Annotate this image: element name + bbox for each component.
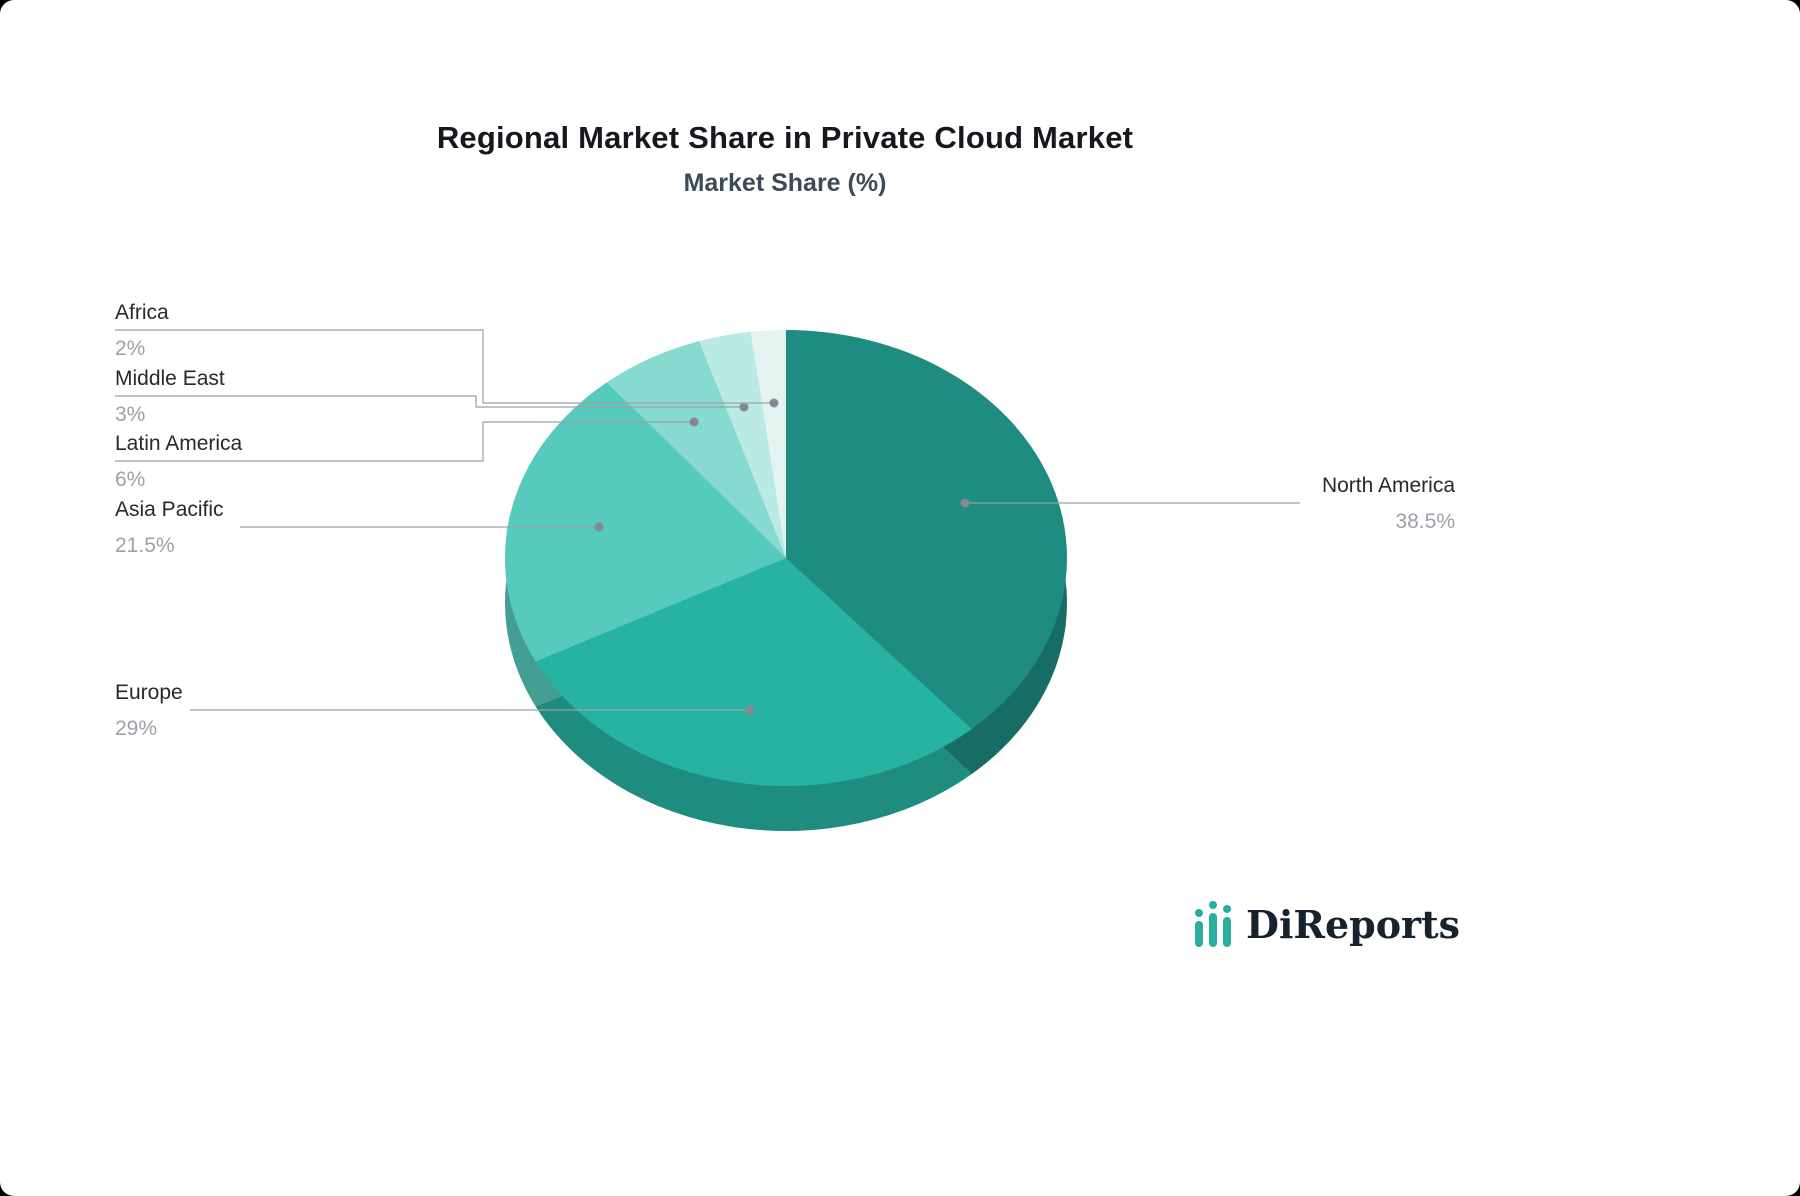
- pie-slice-north-america: [786, 330, 1067, 730]
- chart-subtitle: Market Share (%): [683, 169, 887, 197]
- label-middle-east: Middle East: [115, 367, 225, 390]
- logo-bar-2: [1223, 917, 1231, 947]
- label-north-america: North America: [1321, 474, 1455, 497]
- value-europe: 29%: [115, 717, 158, 740]
- label-europe: Europe: [115, 681, 183, 704]
- logo-bar-0: [1195, 921, 1203, 947]
- brand-logo-text: DiReports: [1246, 902, 1461, 947]
- pie-slice-middle-east: [699, 331, 786, 558]
- pie-slice-europe: [535, 558, 972, 786]
- value-asia-pacific: 21.5%: [115, 534, 175, 557]
- leader-dot-north-america: [960, 498, 970, 508]
- logo-dot-2: [1223, 905, 1231, 913]
- pie-slice-asia-pacific: [505, 382, 786, 662]
- leader-line-latin-america: [115, 421, 694, 462]
- leader-dot-middle-east: [739, 402, 749, 412]
- logo-dot-0: [1195, 909, 1203, 917]
- leader-dot-asia-pacific: [594, 522, 604, 532]
- label-latin-america: Latin America: [115, 432, 243, 455]
- leader-line-middle-east: [115, 395, 744, 408]
- logo-dot-1: [1209, 901, 1217, 909]
- value-north-america: 38.5%: [1395, 510, 1455, 533]
- label-asia-pacific: Asia Pacific: [115, 498, 224, 521]
- leader-dot-africa: [769, 398, 779, 408]
- value-africa: 2%: [115, 337, 146, 360]
- leader-dot-latin-america: [689, 417, 699, 427]
- logo-bar-1: [1209, 913, 1217, 947]
- value-middle-east: 3%: [115, 403, 146, 426]
- brand-logo: DiReports: [1193, 901, 1460, 949]
- label-africa: Africa: [115, 301, 169, 324]
- pie-slice-africa: [750, 330, 786, 558]
- leader-line-africa: [115, 329, 774, 404]
- chart-title: Regional Market Share in Private Cloud M…: [436, 120, 1134, 155]
- leader-dot-europe: [745, 705, 755, 715]
- value-latin-america: 6%: [115, 468, 146, 491]
- pie-slice-latin-america: [606, 341, 786, 558]
- bar-chart-icon: [1195, 901, 1231, 947]
